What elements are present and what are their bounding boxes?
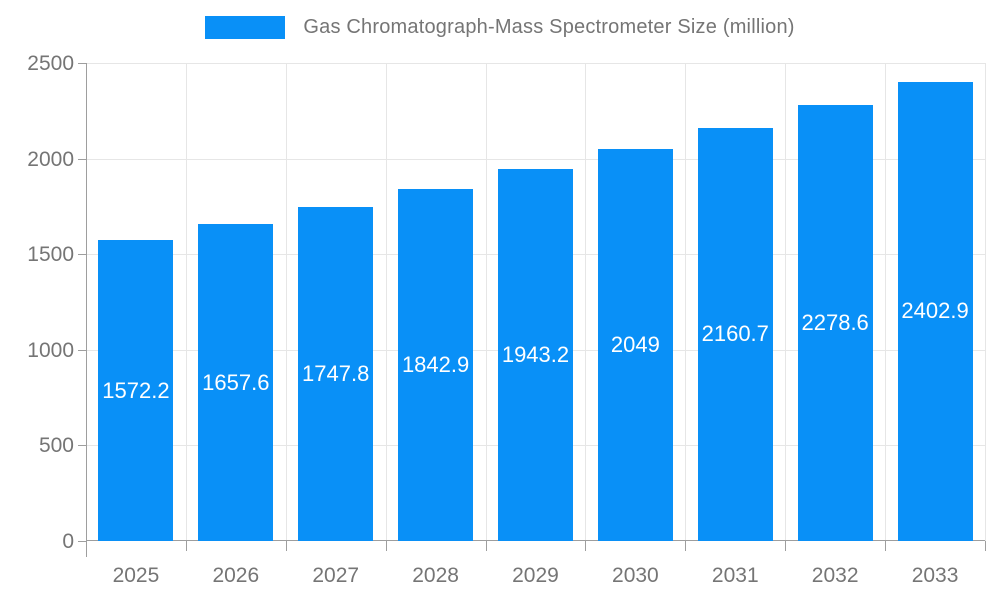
y-tick-mark [78, 254, 86, 256]
x-tick-mark [985, 541, 986, 551]
x-axis-label: 2030 [612, 564, 659, 587]
gridline-vertical [185, 63, 187, 541]
x-axis-label: 2027 [312, 564, 360, 587]
x-axis-label: 2032 [811, 564, 859, 587]
y-axis-label: 2500 [27, 52, 74, 75]
bar: 2402.9 [897, 81, 973, 541]
y-tick-mark [78, 445, 86, 447]
y-tick-mark [78, 541, 86, 542]
x-axis-label: 2026 [212, 564, 260, 587]
bar: 2278.6 [797, 105, 873, 541]
bar-value-label: 2160.7 [701, 321, 769, 347]
gridline-vertical [485, 63, 487, 541]
bar: 1842.9 [398, 188, 474, 541]
x-tick-mark [185, 541, 187, 551]
plot-area: 1572.2 1657.6 1747.8 1842.9 1943.2 2049 2160.7… [78, 63, 986, 557]
bar-value-label: 1747.8 [302, 360, 370, 386]
bar-value-label: 1657.6 [202, 369, 270, 395]
y-axis-label: 0 [62, 530, 74, 553]
x-tick-mark [685, 541, 687, 551]
gridline-horizontal [86, 158, 985, 160]
x-tick-mark [385, 541, 387, 551]
x-tick-mark [285, 541, 287, 551]
y-tick-mark [78, 349, 86, 351]
x-tick-mark [485, 541, 487, 551]
legend-swatch [205, 16, 286, 39]
gridline-horizontal [86, 63, 985, 64]
bar-value-label: 1572.2 [102, 377, 170, 403]
x-tick-mark [585, 541, 587, 551]
bar: 2160.7 [697, 127, 773, 541]
gridline-vertical [385, 63, 387, 541]
bar-value-label: 2049 [610, 332, 660, 358]
bar: 1657.6 [198, 224, 274, 541]
bar-value-label: 1943.2 [501, 342, 570, 368]
gridline-vertical [685, 63, 687, 541]
y-tick-mark [78, 158, 86, 160]
gridline-vertical [985, 63, 986, 541]
gridline-vertical [585, 63, 587, 541]
x-axis-label: 2028 [412, 564, 459, 587]
legend-label: Gas Chromatograph-Mass Spectrometer Size… [303, 16, 795, 38]
bar-value-label: 2402.9 [901, 298, 969, 324]
legend[interactable]: Gas Chromatograph-Mass Spectrometer Size… [0, 16, 1000, 39]
x-axis-label: 2033 [911, 564, 959, 587]
y-axis-label: 2000 [27, 147, 74, 171]
bar: 1747.8 [298, 206, 374, 541]
bar: 2049 [597, 149, 673, 541]
bar: 1572.2 [98, 240, 174, 541]
bar-value-label: 1842.9 [401, 351, 470, 377]
x-tick-mark [885, 541, 887, 551]
gridline-vertical [785, 63, 787, 541]
y-axis-line [86, 63, 87, 557]
gridline-vertical [885, 63, 887, 541]
gridline-vertical [285, 63, 287, 541]
y-axis-label: 1500 [27, 243, 74, 267]
bar-value-label: 2278.6 [801, 310, 869, 336]
y-tick-mark [78, 63, 86, 64]
x-tick-mark [785, 541, 787, 551]
x-axis-label: 2029 [512, 564, 559, 587]
y-axis-label: 500 [38, 434, 74, 458]
x-axis-label: 2031 [711, 564, 759, 587]
y-axis-label: 1000 [27, 338, 74, 362]
x-axis-label: 2025 [112, 564, 160, 587]
bar: 1943.2 [498, 169, 573, 541]
